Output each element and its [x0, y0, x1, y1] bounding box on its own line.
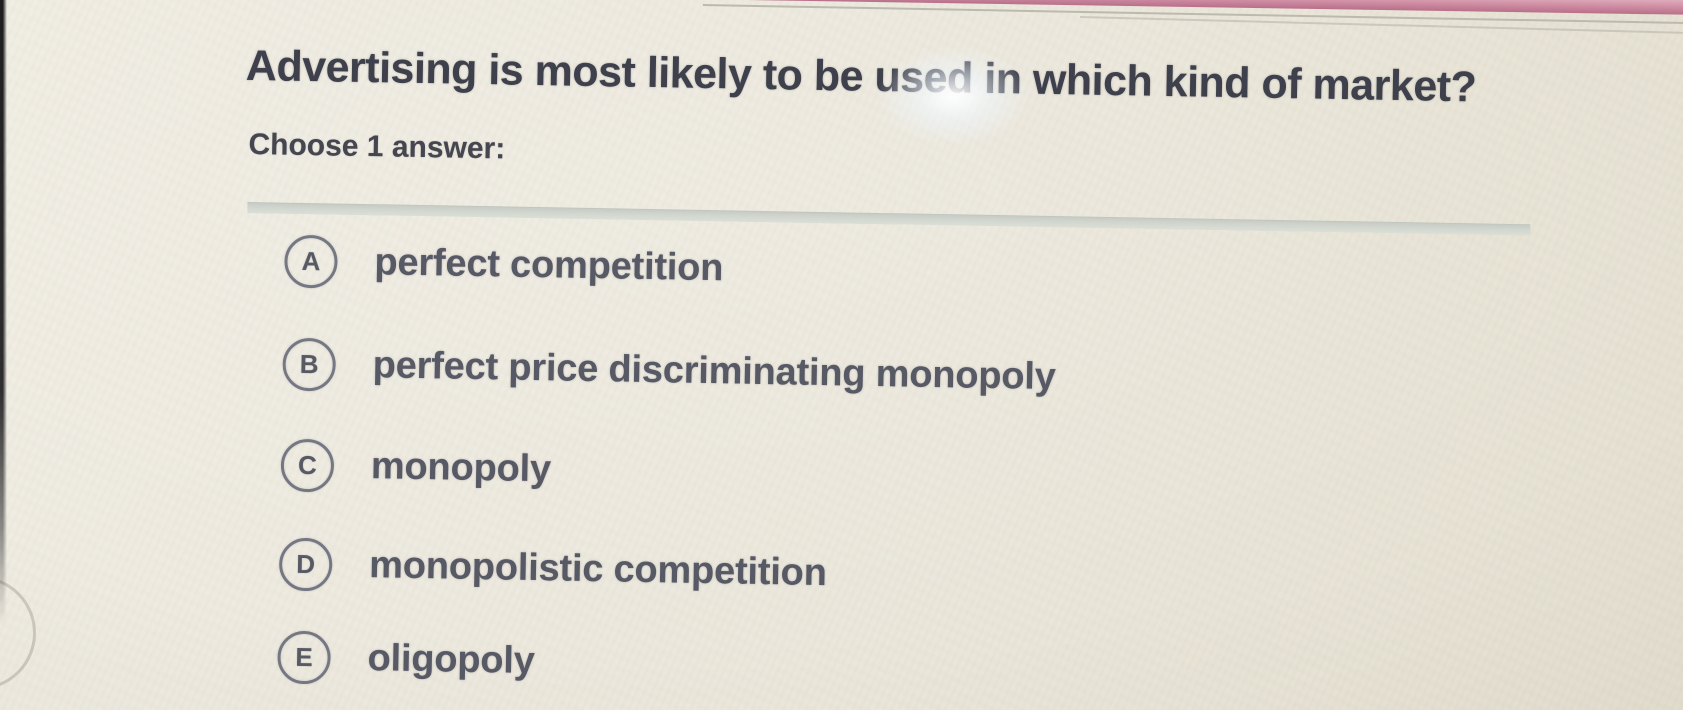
choice-label: perfect competition: [374, 240, 724, 289]
choice-radio[interactable]: C: [280, 438, 335, 493]
answer-option-e[interactable]: E oligopoly: [277, 630, 535, 688]
choice-label: monopoly: [370, 444, 552, 490]
choice-label: perfect price discriminating monopoly: [372, 343, 1057, 398]
choice-radio[interactable]: E: [277, 630, 332, 684]
choice-radio[interactable]: A: [284, 234, 338, 289]
question-title: Advertising is most likely to be used in…: [245, 41, 1477, 112]
question-divider: [247, 201, 1531, 236]
choice-label: monopolistic competition: [368, 543, 828, 594]
answer-option-d[interactable]: D monopolistic competition: [278, 537, 828, 601]
answer-prompt: Choose 1 answer:: [248, 127, 506, 166]
choice-label: oligopoly: [367, 636, 536, 682]
answer-option-b[interactable]: B perfect price discriminating monopoly: [282, 337, 1056, 404]
answer-option-c[interactable]: C monopoly: [280, 438, 551, 497]
screen-left-edge-shadow: [0, 0, 7, 710]
answer-option-a[interactable]: A perfect competition: [284, 234, 724, 296]
choice-radio[interactable]: D: [278, 537, 333, 592]
choice-radio[interactable]: B: [282, 337, 337, 392]
